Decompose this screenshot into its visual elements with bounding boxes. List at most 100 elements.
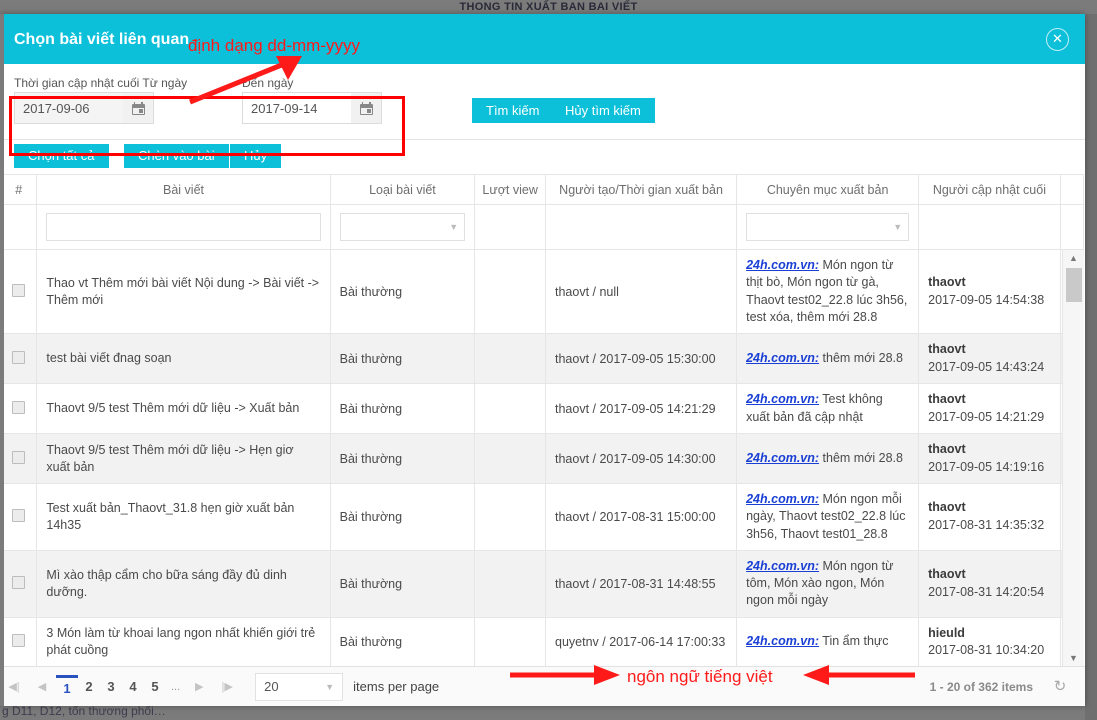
cell-updater: hieuld 2017-08-31 10:34:20 [918, 616, 1061, 666]
cell-type: Bài thường [329, 616, 476, 666]
refresh-icon[interactable]: ↻ [1053, 677, 1067, 695]
cell-updater: thaovt 2017-09-05 14:54:38 [918, 249, 1061, 334]
from-date-input[interactable] [15, 100, 123, 116]
category-site-link[interactable]: 24h.com.vn: [746, 634, 820, 649]
page-number-4[interactable]: 4 [129, 679, 137, 694]
category-site-link[interactable]: 24h.com.vn: [746, 450, 820, 465]
prev-page-icon[interactable]: ◀ [37, 681, 47, 693]
cell-updater: thaovt 2017-09-05 14:21:29 [918, 383, 1061, 434]
row-checkbox[interactable] [12, 283, 26, 297]
category-names: Tin ẩm thực [819, 634, 889, 649]
table-row[interactable]: 3 Món làm từ khoai lang ngon nhất khiến … [0, 616, 1085, 666]
filter-cell-creator [544, 204, 738, 250]
row-checkbox-cell[interactable] [0, 383, 38, 434]
close-icon[interactable]: ✕ [1046, 28, 1069, 51]
category-site-link[interactable]: 24h.com.vn: [746, 392, 820, 407]
row-checkbox[interactable] [12, 450, 26, 464]
grid-scrollbar-thumb[interactable] [1066, 268, 1082, 302]
updater-time: 2017-09-05 14:19:16 [928, 459, 1045, 474]
filter-title-input[interactable] [46, 213, 321, 241]
row-checkbox-cell[interactable] [0, 433, 38, 484]
search-button[interactable]: Tìm kiếm [472, 98, 554, 123]
cell-title: Mì xào thập cẩm cho bữa sáng đầy đủ dinh… [36, 549, 331, 618]
row-checkbox-cell[interactable] [0, 549, 38, 618]
table-row[interactable]: Test xuất bản_Thaovt_31.8 hẹn giờ xuất b… [0, 483, 1085, 551]
calendar-icon[interactable] [123, 93, 153, 123]
cell-category: 24h.com.vn: Món ngon mỗi ngày, Thaovt te… [736, 483, 920, 551]
category-site-link[interactable]: 24h.com.vn: [746, 492, 820, 506]
row-checkbox[interactable] [12, 508, 26, 522]
last-page-icon[interactable]: |▶ [221, 681, 233, 693]
cancel-button[interactable]: Hủy [230, 144, 282, 168]
cell-category: 24h.com.vn: thêm mới 28.8 [736, 433, 920, 484]
first-page-icon[interactable]: ◀| [8, 681, 20, 693]
cell-type: Bài thường [329, 549, 476, 618]
header-category[interactable]: Chuyên mục xuất bản [736, 174, 920, 205]
table-row[interactable]: test bài viết đnag soạn Bài thường thaovt … [0, 333, 1085, 384]
header-index: # [0, 174, 38, 205]
page-number-5[interactable]: 5 [151, 679, 159, 694]
category-names: Món ngon từ tôm, Món xào ngon, Món ngon … [746, 558, 894, 608]
cell-title: test bài viết đnag soạn [36, 333, 331, 384]
header-views[interactable]: Lượt view [474, 174, 546, 205]
articles-table: # Bài viết Loại bài viết Lượt view Người… [0, 174, 1085, 666]
filter-category-select[interactable]: ▼ [746, 213, 910, 241]
to-date-label: Đến ngày [242, 76, 294, 90]
cell-updater: thaovt 2017-09-05 14:43:24 [918, 333, 1061, 384]
grid-vertical-scrollbar[interactable]: ▲ ▼ [1062, 250, 1084, 666]
table-row[interactable]: Thao vt Thêm mới bài viết Nội dung -> Bà… [0, 249, 1085, 334]
page-number-1[interactable]: 1 [56, 674, 78, 696]
clear-search-button[interactable]: Hủy tìm kiếm [551, 98, 655, 123]
next-page-icon[interactable]: ▶ [194, 681, 204, 693]
updater-time: 2017-09-05 14:21:29 [928, 409, 1045, 424]
items-per-page-label: items per page [353, 679, 440, 694]
row-checkbox-cell[interactable] [0, 616, 38, 666]
header-updater[interactable]: Người cập nhật cuối [918, 174, 1061, 205]
page-number-3[interactable]: 3 [107, 679, 115, 694]
page-size-select[interactable]: 20 ▼ [255, 672, 344, 701]
row-checkbox[interactable] [12, 350, 26, 364]
row-checkbox-cell[interactable] [0, 249, 38, 334]
filter-cell-title [36, 204, 331, 250]
scroll-up-icon[interactable]: ▲ [1069, 253, 1078, 263]
select-all-button[interactable]: Chọn tất cả [14, 144, 109, 168]
articles-grid: # Bài viết Loại bài viết Lượt view Người… [0, 174, 1085, 666]
row-checkbox[interactable] [12, 634, 26, 647]
cell-creator: thaovt / 2017-08-31 14:48:55 [544, 549, 738, 618]
page-number-2[interactable]: 2 [85, 679, 93, 694]
cell-type: Bài thường [329, 249, 476, 334]
cell-creator: quyetnv / 2017-06-14 17:00:33 [544, 616, 738, 666]
cell-title: Thaovt 9/5 test Thêm mới dữ liệu -> Xuất… [36, 383, 331, 434]
category-site-link[interactable]: 24h.com.vn: [746, 258, 820, 272]
insert-into-article-button[interactable]: Chèn vào bài [124, 144, 229, 168]
table-row[interactable]: Thaovt 9/5 test Thêm mới dữ liệu -> Hẹn … [0, 433, 1085, 484]
action-bar: Chọn tất cả Chèn vào bài Hủy [0, 140, 1085, 174]
from-date-field[interactable] [14, 92, 154, 124]
category-site-link[interactable]: 24h.com.vn: [746, 350, 820, 365]
row-checkbox[interactable] [12, 400, 26, 414]
page-ellipsis[interactable]: ... [171, 680, 181, 693]
to-date-field[interactable] [242, 92, 382, 124]
row-checkbox[interactable] [12, 575, 26, 589]
calendar-icon[interactable] [351, 93, 381, 123]
header-title[interactable]: Bài viết [36, 174, 331, 205]
category-site-link[interactable]: 24h.com.vn: [746, 558, 820, 573]
pager-count-label: 1 - 20 of 362 items [929, 679, 1033, 694]
updater-name: hieuld [928, 625, 965, 640]
page-size-value: 20 [264, 679, 279, 694]
filter-type-select[interactable]: ▼ [339, 213, 466, 241]
category-names: Test không xuất bản đã cập nhật [746, 392, 883, 424]
table-header-row: # Bài viết Loại bài viết Lượt view Người… [0, 174, 1085, 205]
row-checkbox-cell[interactable] [0, 483, 38, 551]
to-date-input[interactable] [243, 100, 351, 116]
header-type[interactable]: Loại bài viết [329, 174, 476, 205]
updater-time: 2017-08-31 14:20:54 [928, 584, 1045, 599]
row-checkbox-cell[interactable] [0, 333, 38, 384]
scroll-down-icon[interactable]: ▼ [1069, 653, 1078, 663]
table-row[interactable]: Mì xào thập cẩm cho bữa sáng đầy đủ dinh… [0, 549, 1085, 618]
table-row[interactable]: Thaovt 9/5 test Thêm mới dữ liệu -> Xuất… [0, 383, 1085, 434]
cell-title: Thao vt Thêm mới bài viết Nội dung -> Bà… [36, 249, 331, 334]
header-creator[interactable]: Người tạo/Thời gian xuất bản [544, 174, 738, 205]
